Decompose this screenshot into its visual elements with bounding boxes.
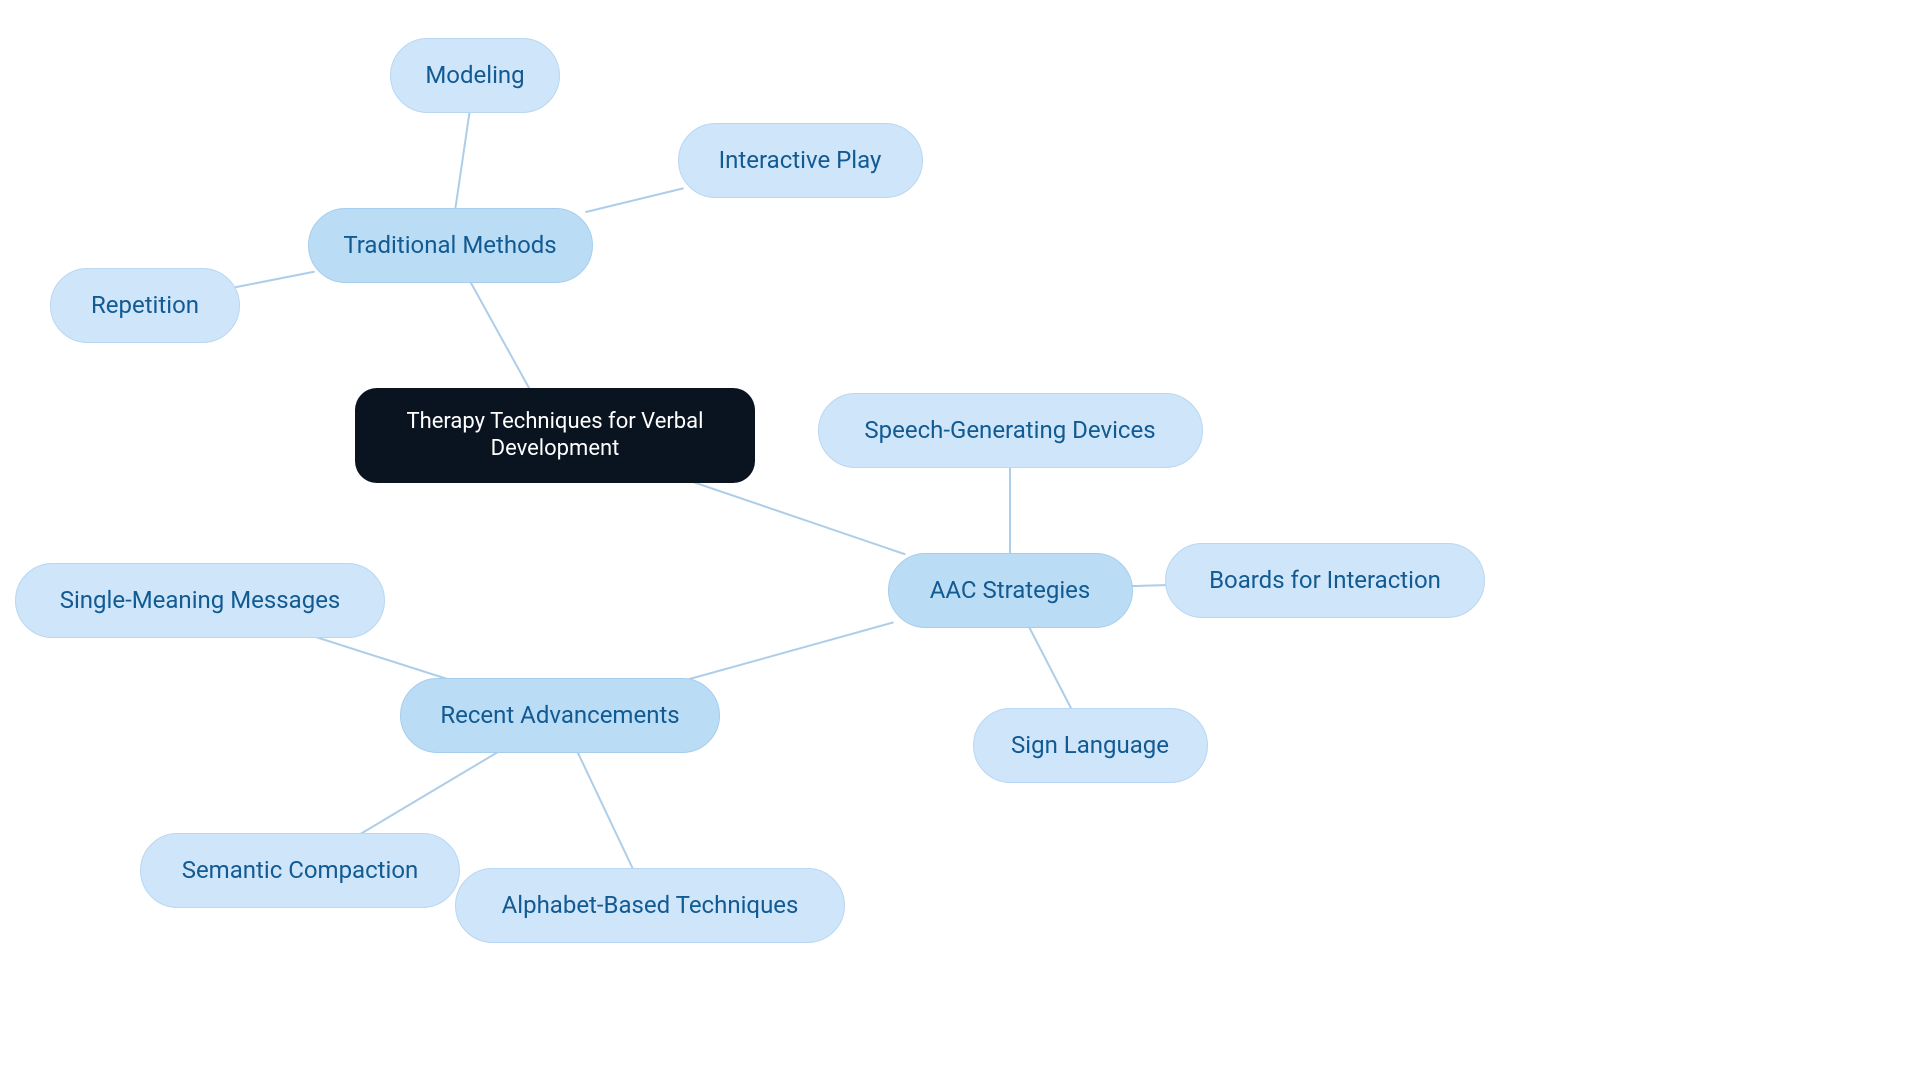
node-sign: Sign Language: [973, 708, 1208, 783]
edges-layer: [0, 0, 1920, 1083]
mindmap-canvas: Therapy Techniques for Verbal Developmen…: [0, 0, 1920, 1083]
node-boards: Boards for Interaction: [1165, 543, 1485, 618]
edge-aac-recent: [688, 622, 893, 679]
edge-trad-model: [455, 111, 470, 210]
node-sgd: Speech-Generating Devices: [818, 393, 1203, 468]
node-rep: Repetition: [50, 268, 240, 343]
node-root: Therapy Techniques for Verbal Developmen…: [355, 388, 755, 483]
node-trad: Traditional Methods: [308, 208, 593, 283]
node-inter: Interactive Play: [678, 123, 923, 198]
edge-trad-rep: [235, 272, 314, 288]
edge-root-aac: [687, 480, 905, 554]
edge-trad-inter: [585, 188, 683, 212]
node-recent: Recent Advancements: [400, 678, 720, 753]
edge-recent-sem: [360, 751, 500, 835]
edge-root-trad: [470, 281, 530, 390]
node-single: Single-Meaning Messages: [15, 563, 385, 638]
node-aac: AAC Strategies: [888, 553, 1133, 628]
node-alpha: Alphabet-Based Techniques: [455, 868, 845, 943]
edge-recent-single: [312, 636, 449, 680]
edge-recent-alpha: [577, 751, 633, 870]
edge-aac-sign: [1028, 626, 1071, 710]
node-sem: Semantic Compaction: [140, 833, 460, 908]
node-model: Modeling: [390, 38, 560, 113]
